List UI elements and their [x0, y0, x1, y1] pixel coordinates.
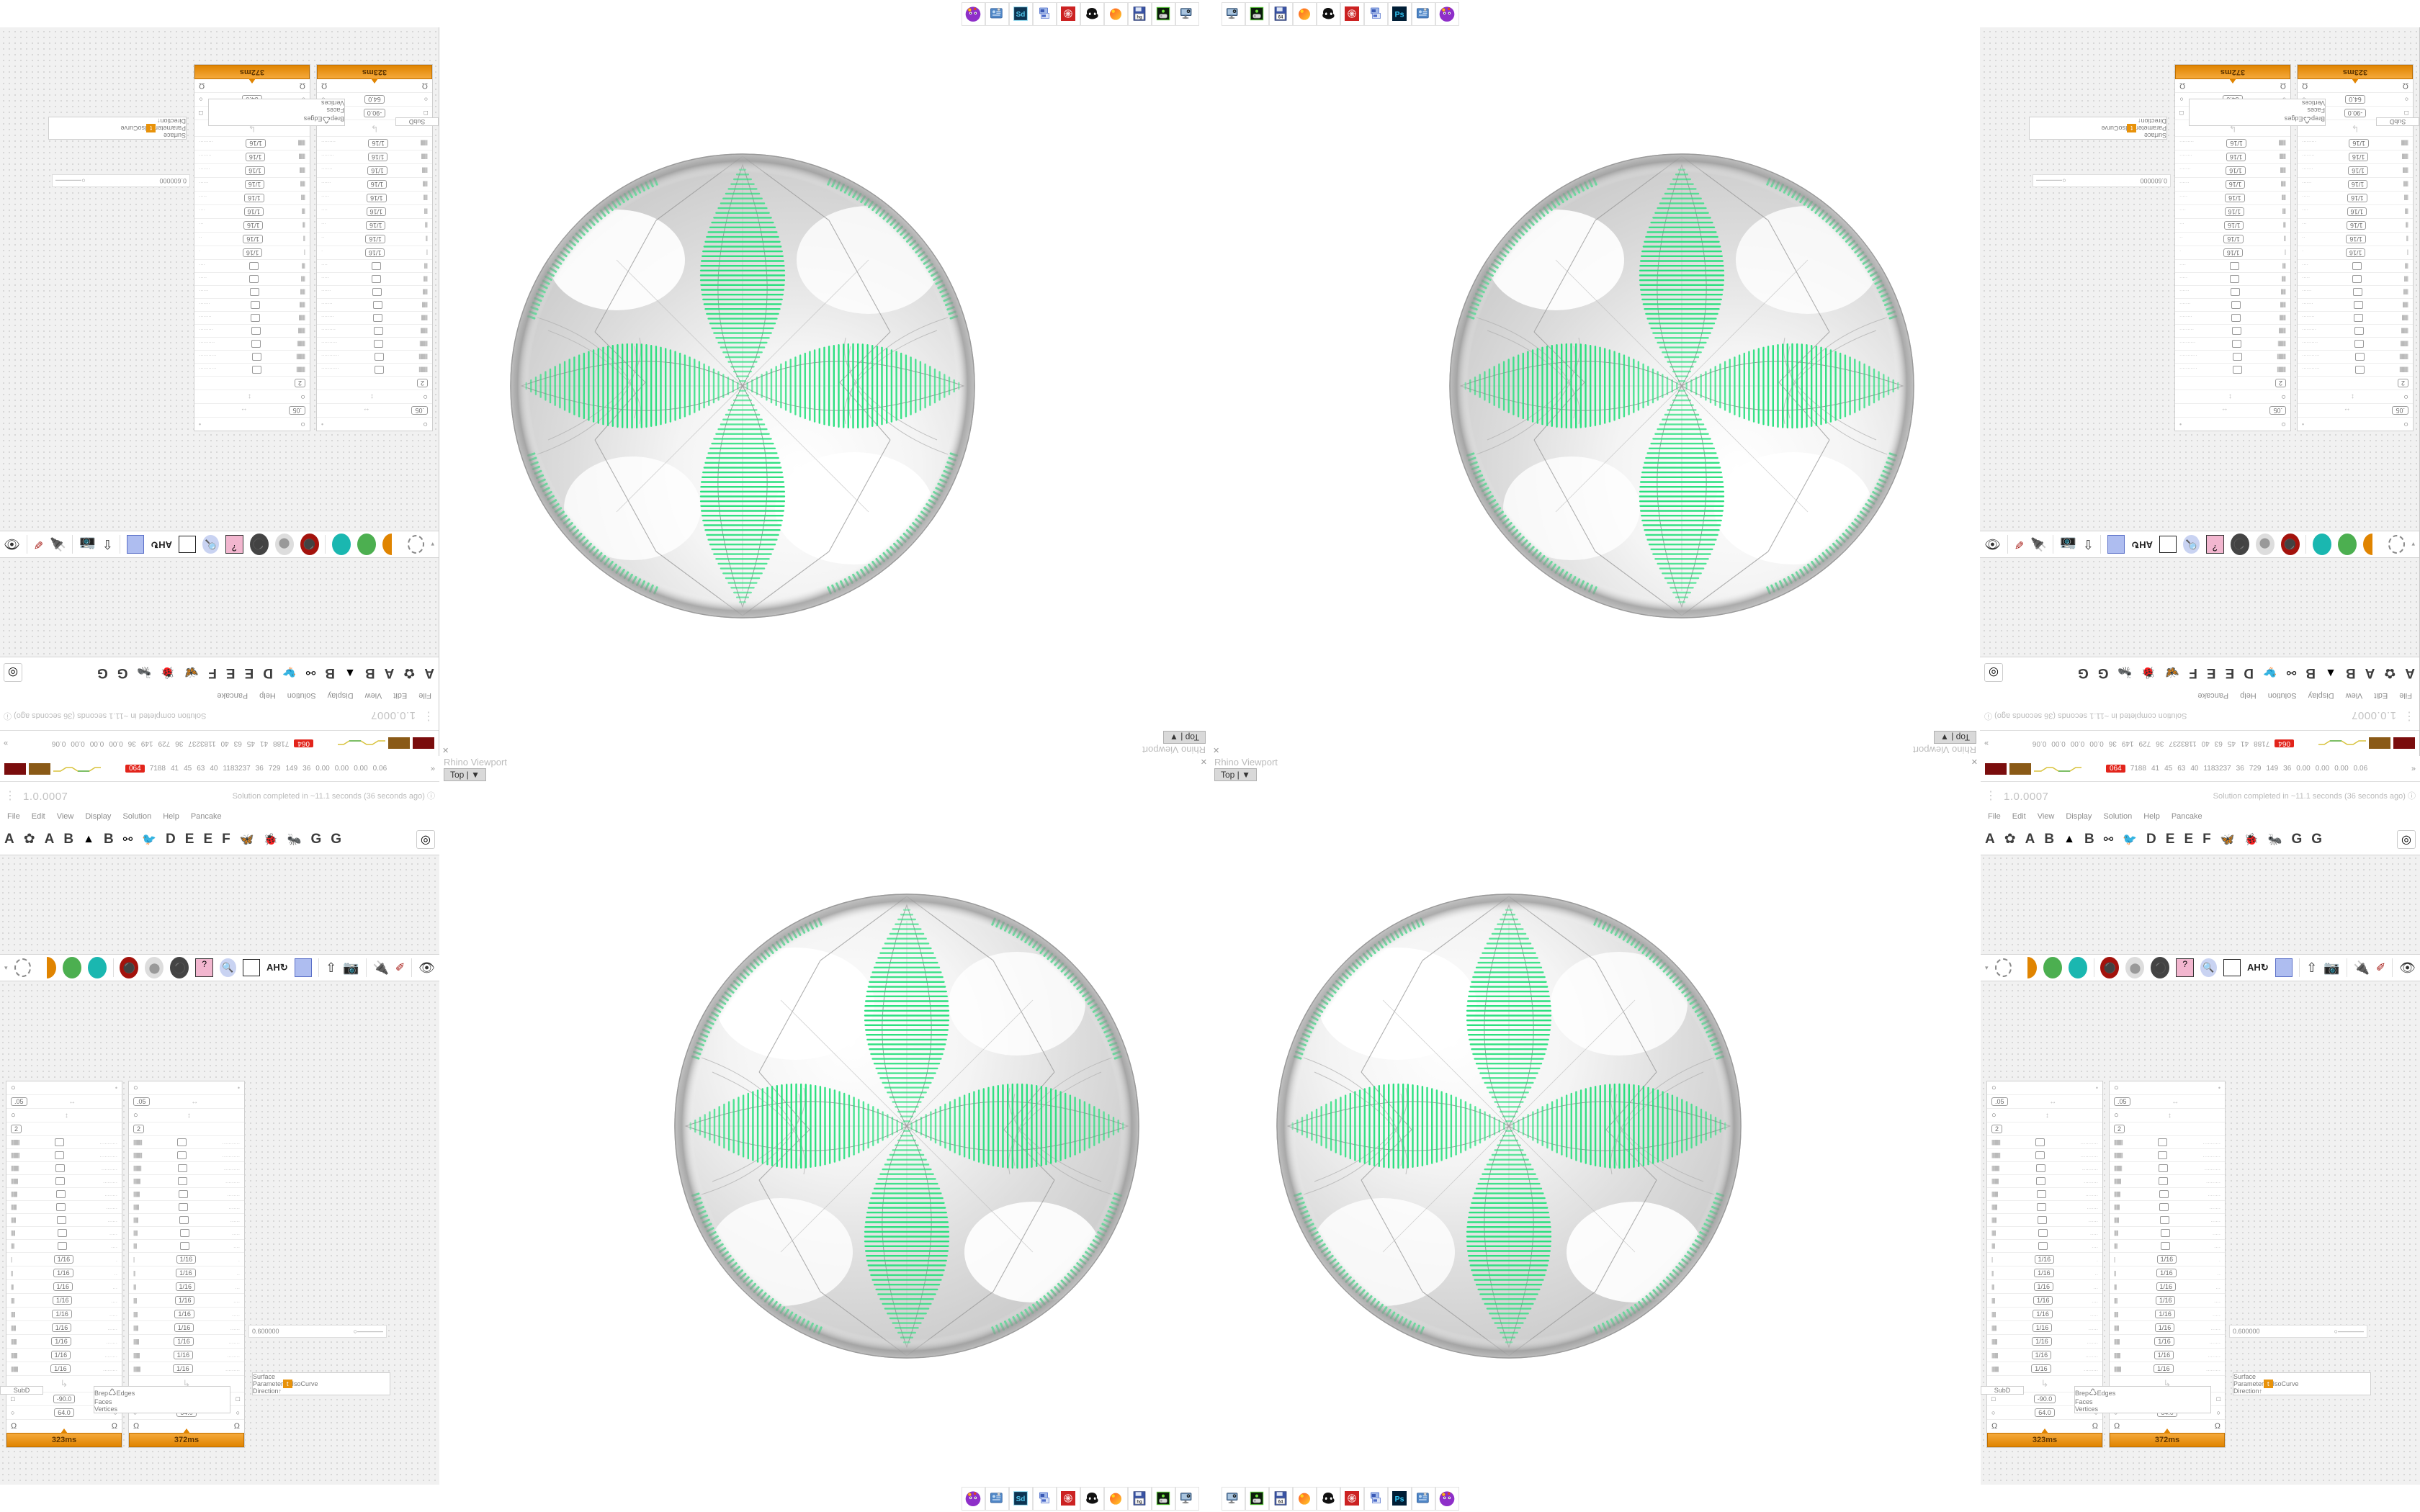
svg-text:Sd: Sd [1016, 11, 1026, 19]
svg-text:Ps: Ps [1394, 11, 1404, 19]
svg-text:64: 64 [1278, 16, 1283, 20]
svg-text:hg: hg [1137, 16, 1142, 20]
svg-text:Ps: Ps [1394, 1495, 1404, 1504]
svg-text:64: 64 [1278, 1500, 1283, 1505]
svg-text:Sd: Sd [1016, 1495, 1026, 1503]
svg-text:hg: hg [1137, 1500, 1142, 1505]
